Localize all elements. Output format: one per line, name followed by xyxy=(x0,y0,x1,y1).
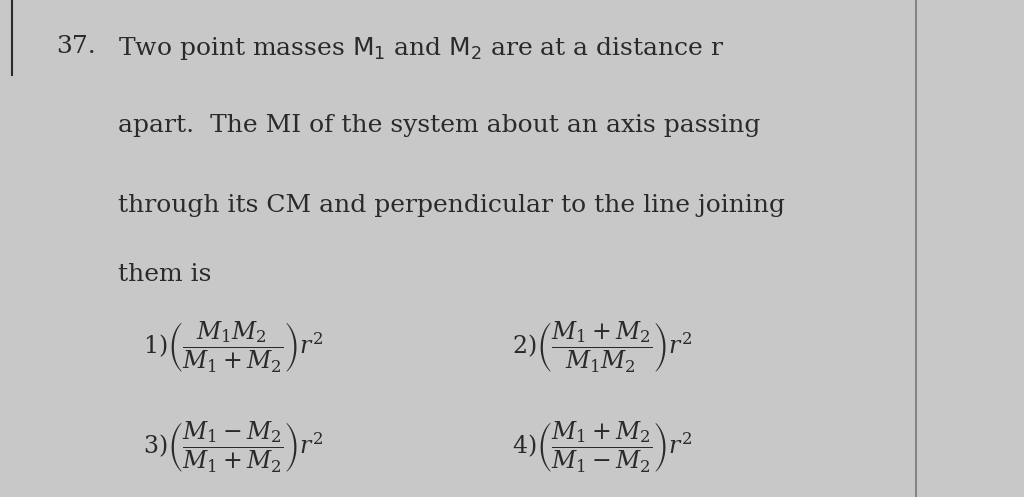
Text: $1)\left(\dfrac{M_1 M_2}{M_1+M_2}\right)r^2$: $1)\left(\dfrac{M_1 M_2}{M_1+M_2}\right)… xyxy=(143,320,324,376)
Text: through its CM and perpendicular to the line joining: through its CM and perpendicular to the … xyxy=(118,194,784,217)
Text: them is: them is xyxy=(118,263,211,286)
Text: apart.  The MI of the system about an axis passing: apart. The MI of the system about an axi… xyxy=(118,114,760,137)
Text: $2)\left(\dfrac{M_1+M_2}{M_1 M_2}\right)r^2$: $2)\left(\dfrac{M_1+M_2}{M_1 M_2}\right)… xyxy=(512,320,692,376)
Text: Two point masses $\mathrm{M_1}$ and $\mathrm{M_2}$ are at a distance r: Two point masses $\mathrm{M_1}$ and $\ma… xyxy=(118,35,724,62)
Text: $3)\left(\dfrac{M_1-M_2}{M_1+M_2}\right)r^2$: $3)\left(\dfrac{M_1-M_2}{M_1+M_2}\right)… xyxy=(143,419,324,475)
Text: 37.: 37. xyxy=(56,35,96,58)
Text: $4)\left(\dfrac{M_1+M_2}{M_1-M_2}\right)r^2$: $4)\left(\dfrac{M_1+M_2}{M_1-M_2}\right)… xyxy=(512,419,692,475)
